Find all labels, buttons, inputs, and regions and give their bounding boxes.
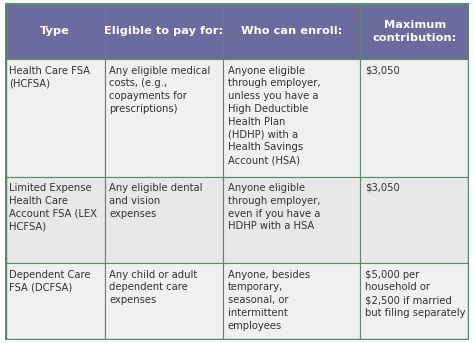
Bar xyxy=(223,59,360,177)
Text: Type: Type xyxy=(40,26,70,36)
Bar xyxy=(5,3,105,59)
Bar xyxy=(223,177,360,263)
Bar xyxy=(223,3,360,59)
Text: $5,000 per
household or
$2,500 if married
but filing separately: $5,000 per household or $2,500 if marrie… xyxy=(365,270,465,318)
Bar xyxy=(223,263,360,340)
Text: Who can enroll:: Who can enroll: xyxy=(241,26,342,36)
Text: Maximum
contribution:: Maximum contribution: xyxy=(373,20,457,43)
Text: Anyone eligible
through employer,
unless you have a
High Deductible
Health Plan
: Anyone eligible through employer, unless… xyxy=(228,66,320,165)
Bar xyxy=(5,177,105,263)
Bar xyxy=(360,263,469,340)
Text: Limited Expense
Health Care
Account FSA (LEX
HCFSA): Limited Expense Health Care Account FSA … xyxy=(9,183,97,231)
Bar xyxy=(360,59,469,177)
Text: $3,050: $3,050 xyxy=(365,66,400,75)
Text: Anyone, besides
temporary,
seasonal, or
intermittent
employees: Anyone, besides temporary, seasonal, or … xyxy=(228,270,310,331)
Bar xyxy=(105,177,223,263)
Text: Any eligible medical
costs, (e.g.,
copayments for
prescriptions): Any eligible medical costs, (e.g., copay… xyxy=(109,66,210,114)
Bar xyxy=(105,3,223,59)
Bar xyxy=(5,59,105,177)
Text: Eligible to pay for:: Eligible to pay for: xyxy=(104,26,223,36)
Bar xyxy=(105,59,223,177)
Text: Anyone eligible
through employer,
even if you have a
HDHP with a HSA: Anyone eligible through employer, even i… xyxy=(228,183,320,231)
Bar xyxy=(360,177,469,263)
Text: Any child or adult
dependent care
expenses: Any child or adult dependent care expens… xyxy=(109,270,198,305)
Text: Health Care FSA
(HCFSA): Health Care FSA (HCFSA) xyxy=(9,66,91,88)
Bar xyxy=(360,3,469,59)
Text: Any eligible dental
and vision
expenses: Any eligible dental and vision expenses xyxy=(109,183,203,218)
Text: Dependent Care
FSA (DCFSA): Dependent Care FSA (DCFSA) xyxy=(9,270,91,292)
Bar xyxy=(5,263,105,340)
Bar xyxy=(105,263,223,340)
Text: $3,050: $3,050 xyxy=(365,183,400,193)
